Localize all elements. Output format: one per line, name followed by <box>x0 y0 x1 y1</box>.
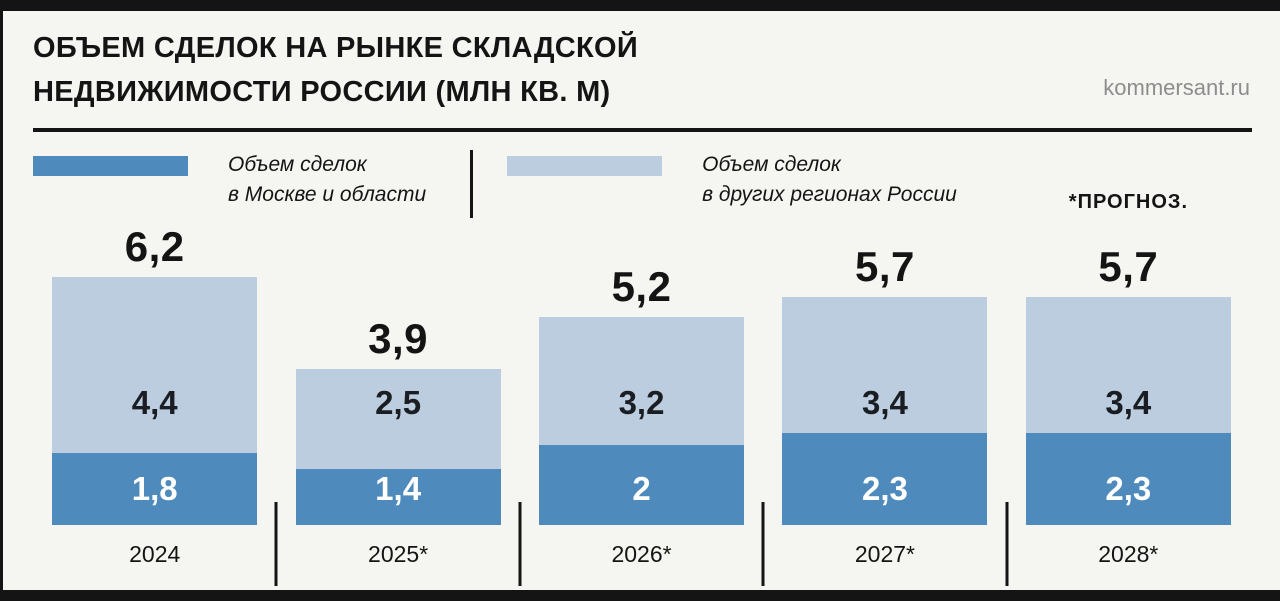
segment-regions-value: 3,4 <box>861 384 908 422</box>
legend-swatch-moscow <box>33 156 188 176</box>
legend-label-regions-line2: в других регионах России <box>702 183 957 207</box>
legend-separator <box>470 150 474 218</box>
legend-item-regions: Объем сделок в других регионах России <box>507 150 957 220</box>
segment-moscow-value: 2,3 <box>861 470 908 508</box>
segment-moscow <box>52 453 258 525</box>
category-divider <box>518 502 522 586</box>
stacked-bar: 2,5 1,4 <box>295 369 501 525</box>
x-axis-label: 2024 <box>129 541 181 567</box>
total-label: 6,2 <box>124 223 185 270</box>
bar-column: 5,7 3,4 2,3 <box>1007 243 1250 525</box>
segment-regions-value: 3,2 <box>618 384 665 422</box>
legend-label-moscow: Объем сделок в Москве и области <box>228 150 426 220</box>
bar-chart: 6,2 4,4 1,8 3,9 2,5 1,4 5,2 3,2 2 5,7 3,4 2,3 5,7 3,4… <box>33 220 1250 525</box>
segment-regions <box>1025 297 1231 433</box>
x-axis-label: 2025* <box>368 541 429 567</box>
source-watermark: kommersant.ru <box>1103 75 1250 100</box>
x-axis-label: 2026* <box>611 541 672 567</box>
segment-regions <box>52 277 258 453</box>
stacked-bar: 3,4 2,3 <box>1025 297 1231 525</box>
segment-moscow-value: 1,8 <box>131 470 178 508</box>
total-label: 5,7 <box>854 243 915 290</box>
segment-moscow-value: 2 <box>632 470 651 508</box>
legend-label-moscow-line1: Объем сделок <box>228 153 367 176</box>
total-label: 5,7 <box>1098 243 1159 290</box>
segment-regions-value: 4,4 <box>131 384 178 422</box>
legend: Объем сделок в Москве и области Объем сд… <box>33 150 1250 220</box>
segment-regions-value: 3,4 <box>1105 384 1152 422</box>
category-divider <box>1005 502 1009 586</box>
segment-regions <box>295 369 501 469</box>
stacked-bar: 3,4 2,3 <box>782 297 988 525</box>
stacked-bar: 3,2 2 <box>539 317 745 525</box>
bar-column: 6,2 4,4 1,8 <box>33 223 276 525</box>
header: ОБЪЕМ СДЕЛОК НА РЫНКЕ СКЛАДСКОЙ НЕДВИЖИМ… <box>3 11 1280 114</box>
stacked-bar: 4,4 1,8 <box>52 277 258 525</box>
total-label: 5,2 <box>611 263 672 310</box>
segment-moscow <box>539 445 745 525</box>
category-divider <box>274 502 278 586</box>
forecast-note: *ПРОГНОЗ. <box>1068 191 1188 213</box>
segment-moscow-value: 2,3 <box>1105 470 1152 508</box>
x-axis-label: 2027* <box>854 541 915 567</box>
legend-swatch-regions <box>507 156 663 176</box>
legend-label-moscow-line2: в Москве и области <box>228 183 427 207</box>
legend-label-regions-line1: Объем сделок <box>702 153 841 176</box>
total-label: 3,9 <box>368 315 429 362</box>
title-divider <box>33 128 1252 132</box>
x-axis: 2024 2025* 2026* 2027* 2028* <box>33 502 1250 590</box>
segment-regions-value: 2,5 <box>375 384 422 422</box>
x-axis-label: 2028* <box>1098 541 1159 567</box>
segment-moscow <box>782 433 988 525</box>
segment-moscow <box>1025 433 1231 525</box>
legend-item-moscow: Объем сделок в Москве и области <box>33 150 426 220</box>
bar-column: 5,7 3,4 2,3 <box>763 243 1006 525</box>
title-line-2: НЕДВИЖИМОСТИ РОССИИ (МЛН КВ. М) <box>33 75 611 108</box>
segment-moscow <box>295 469 501 525</box>
title-line-1: ОБЪЕМ СДЕЛОК НА РЫНКЕ СКЛАДСКОЙ <box>33 32 639 64</box>
legend-label-regions: Объем сделок в других регионах России <box>702 150 957 220</box>
segment-regions <box>539 317 745 445</box>
category-divider <box>761 502 765 586</box>
segment-regions <box>782 297 988 433</box>
page-title: ОБЪЕМ СДЕЛОК НА РЫНКЕ СКЛАДСКОЙ НЕДВИЖИМ… <box>33 27 638 114</box>
bar-column: 3,9 2,5 1,4 <box>276 315 519 525</box>
bar-column: 5,2 3,2 2 <box>520 263 763 525</box>
segment-moscow-value: 1,4 <box>375 470 422 508</box>
